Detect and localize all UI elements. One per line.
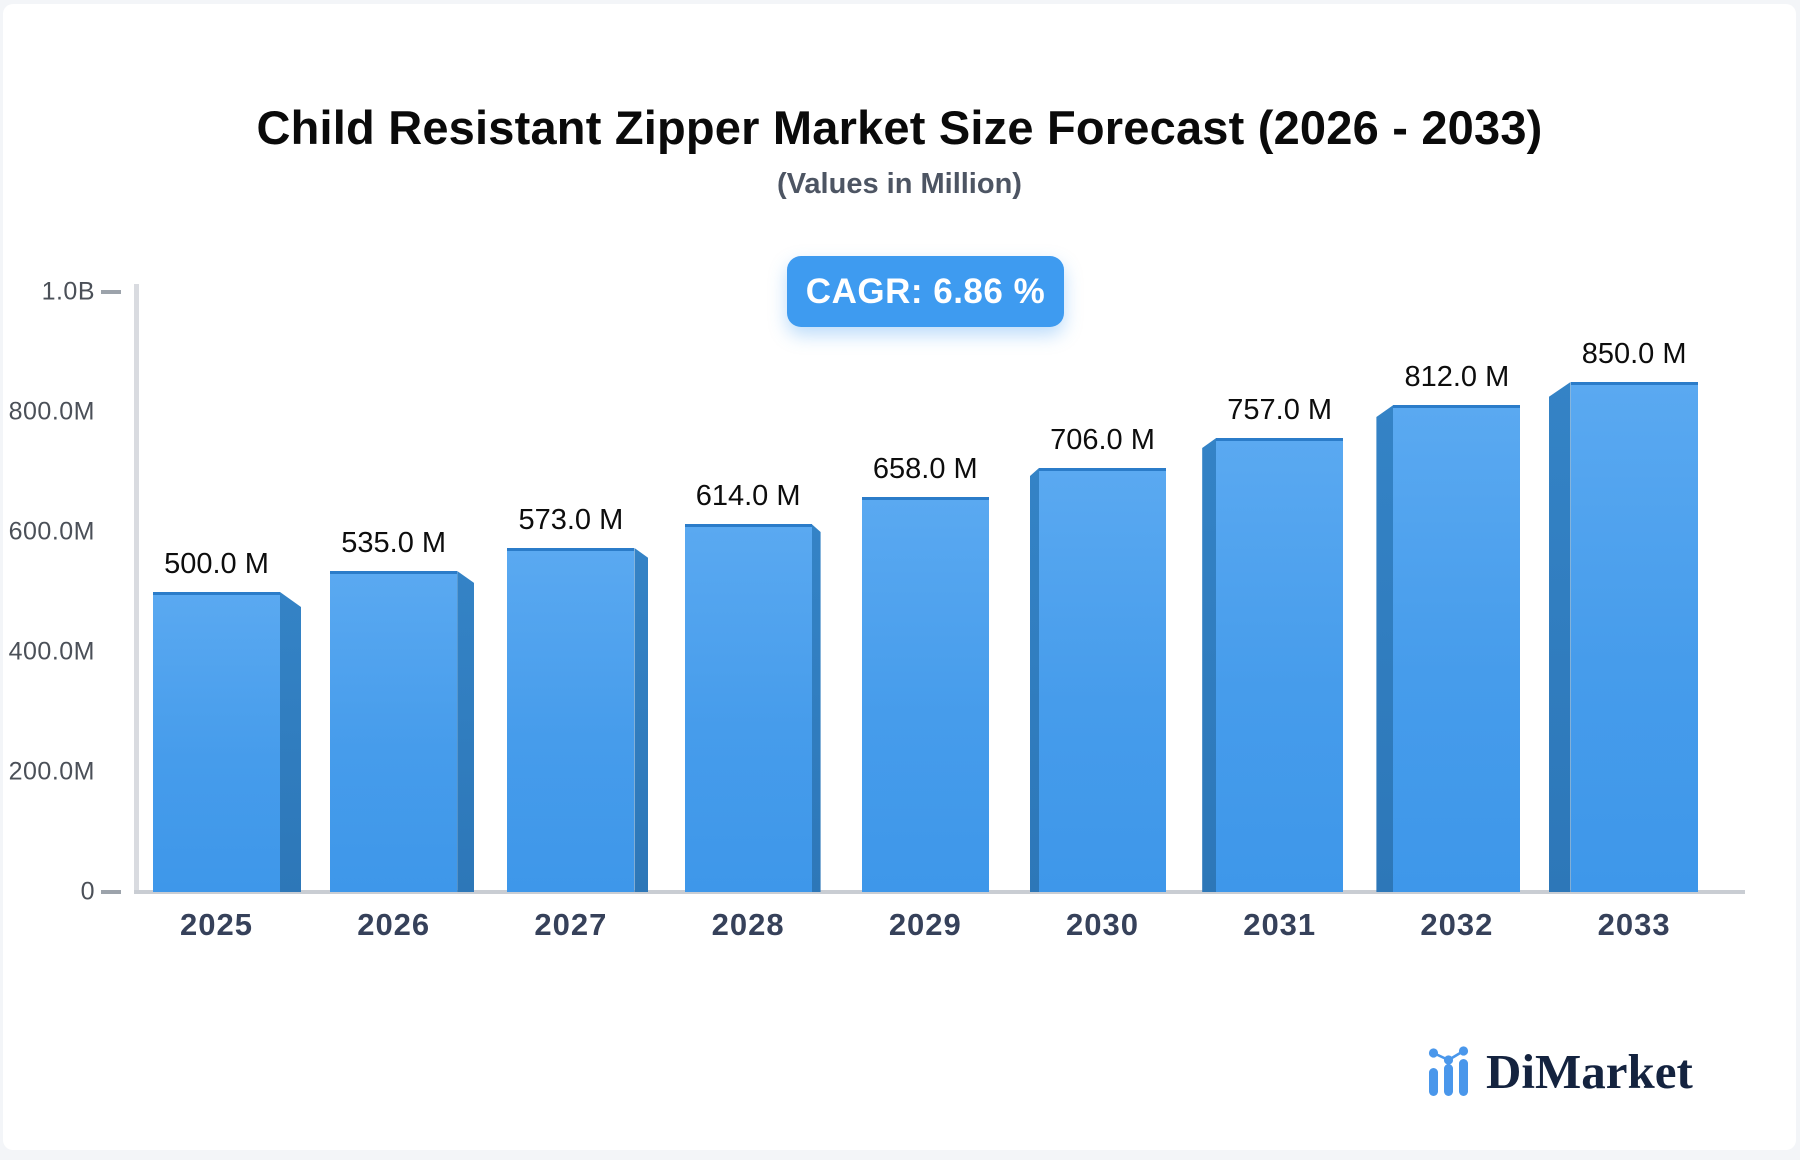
- bar-3d-side: [280, 592, 301, 892]
- bar-3d-side: [1548, 382, 1571, 892]
- y-tick-label: 600.0M: [8, 517, 95, 546]
- y-tick-label: 1.0B: [41, 277, 95, 306]
- bar-chart-plot-area: 1.0B 800.0M 600.0M 400.0M 200.0M 0 500.0 M 2025…: [3, 4, 1800, 1160]
- bar-2025[interactable]: [153, 592, 280, 892]
- x-tick-label-2029: 2029: [888, 907, 962, 942]
- bar-2030[interactable]: [1039, 468, 1166, 892]
- cagr-badge-label: CAGR: 6.86 %: [805, 271, 1046, 311]
- y-tick-label: 400.0M: [8, 637, 95, 666]
- bar-value-label: 614.0 M: [695, 480, 801, 512]
- bar-value-label: 757.0 M: [1227, 394, 1333, 426]
- bar-2026[interactable]: [330, 571, 458, 892]
- x-tick-label-2026: 2026: [357, 907, 431, 942]
- bar-3d-side: [634, 548, 649, 892]
- bar-3d-side: [1202, 438, 1217, 892]
- x-tick-label-2031: 2031: [1243, 907, 1317, 942]
- bar-2029[interactable]: [861, 497, 989, 892]
- bar-3d-side: [1030, 468, 1039, 892]
- x-tick-label-2025: 2025: [180, 907, 253, 942]
- bar-chart-logo-icon: [1428, 1046, 1469, 1096]
- chart-title: Child Resistant Zipper Market Size Forec…: [256, 101, 1543, 154]
- y-tick-label: 200.0M: [8, 757, 95, 786]
- y-tick-label: 0: [80, 877, 95, 906]
- bar-value-label: 535.0 M: [341, 527, 447, 559]
- bar-value-label: 812.0 M: [1404, 361, 1510, 393]
- y-tick-mark: [101, 290, 121, 294]
- bar-value-label: 573.0 M: [518, 504, 624, 536]
- chart-card: Child Resistant Zipper Market Size Forec…: [3, 4, 1796, 1150]
- x-tick-label-2027: 2027: [534, 907, 608, 942]
- bar-3d-side: [811, 524, 821, 892]
- brand-logo: DiMarket: [1427, 1042, 1693, 1096]
- bar-value-label: 658.0 M: [872, 453, 978, 485]
- bar-3d-side: [457, 571, 475, 892]
- bar-2031[interactable]: [1216, 438, 1344, 892]
- x-tick-label-2030: 2030: [1066, 907, 1139, 942]
- x-axis-baseline: [134, 890, 1745, 894]
- x-tick-label-2028: 2028: [711, 907, 785, 942]
- y-tick-mark: [101, 890, 121, 894]
- bar-2033[interactable]: [1570, 382, 1698, 892]
- bar-2032[interactable]: [1393, 405, 1521, 892]
- bar-2028[interactable]: [684, 524, 812, 892]
- bar-value-label: 706.0 M: [1050, 424, 1155, 456]
- brand-name: DiMarket: [1486, 1044, 1693, 1100]
- cagr-badge: CAGR: 6.86 %: [787, 256, 1064, 327]
- bar-3d-side: [1376, 405, 1394, 892]
- x-tick-label-2033: 2033: [1597, 907, 1671, 942]
- y-axis-line: [134, 284, 139, 892]
- chart-subtitle: (Values in Million): [777, 168, 1022, 200]
- bar-value-label: 850.0 M: [1581, 338, 1687, 370]
- bar-value-label: 500.0 M: [164, 548, 269, 580]
- x-tick-label-2032: 2032: [1420, 907, 1494, 942]
- bar-2027[interactable]: [507, 548, 635, 892]
- y-tick-label: 800.0M: [8, 397, 95, 426]
